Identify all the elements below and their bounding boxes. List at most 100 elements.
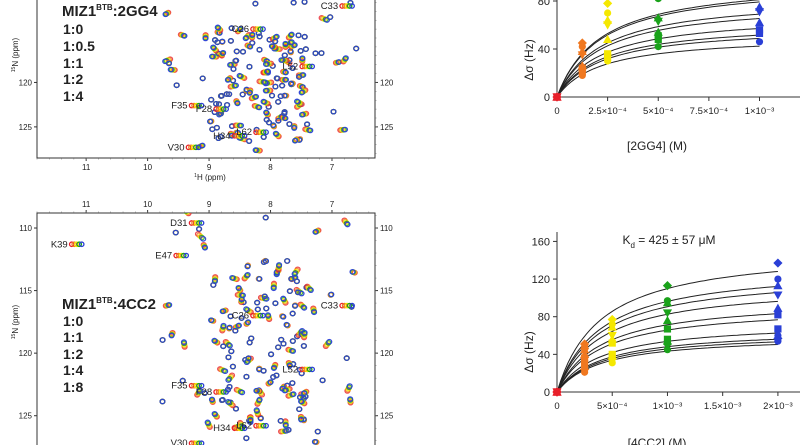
data-point [654,43,662,51]
legend-entry: 1:1 [63,55,83,71]
peak [227,38,234,44]
x-tick-label: 11 [82,200,91,209]
y-tick-label: 0 [544,387,550,399]
svg-text:MIZ1BTB:2GG4: MIZ1BTB:2GG4 [62,3,158,20]
peak [260,26,266,32]
peak-label: L62 [236,127,252,138]
peak [327,14,334,20]
peak [290,0,297,6]
peak [306,63,313,70]
peak [298,398,305,405]
data-point [774,311,782,319]
svg-text:15N (ppm): 15N (ppm) [11,304,20,339]
x-tick-label: 8 [268,200,273,209]
peak [196,226,203,232]
x-tick-label: 9 [207,163,212,172]
peak-label: L52 [282,364,298,375]
peak [289,65,296,71]
data-point [654,35,662,43]
peak [353,45,360,52]
peak [180,252,187,259]
peak [295,32,302,39]
peak [273,75,280,82]
x-axis-label-sup: 1 [194,173,197,179]
peak [272,38,279,45]
peak [261,293,268,300]
peak [253,407,260,413]
peak [253,387,260,394]
peak [301,305,308,311]
peak [346,3,353,9]
data-point [773,281,783,290]
peak [307,127,314,134]
peak [202,35,209,42]
peak [270,285,277,292]
y-tick-label: 0 [544,92,550,104]
data-point [774,337,782,345]
peak [159,398,166,405]
data-point [653,17,663,26]
peak [200,236,207,242]
x-axis-label: [4CC2] (M) [628,436,687,445]
peak [263,116,270,123]
peak [225,341,232,348]
legend-title: MIZ1 [62,3,96,20]
peak [260,98,267,105]
peak-label: D31 [170,218,187,229]
y-tick-label: 125 [19,123,33,132]
y-tick-label: 120 [532,274,550,286]
x-tick-label: 11 [82,163,91,172]
peak-label: F28 [196,387,212,398]
peak [278,336,285,343]
peak [302,46,309,52]
data-point [754,8,765,17]
peak [208,96,215,103]
peak [276,262,283,268]
peak [214,24,221,31]
peak [284,258,291,264]
fit-curve [556,45,760,98]
data-point [553,93,561,101]
data-point [603,0,613,8]
peak [346,383,353,389]
peak [196,382,202,389]
peak [281,52,288,59]
data-point [773,291,783,300]
peak [220,49,227,56]
peak [198,220,205,226]
peak [244,263,251,270]
x-tick-label: 2×10⁻³ [763,401,793,412]
peak [346,302,353,309]
peak [219,397,226,403]
peak [208,317,215,324]
data-point [662,339,673,349]
peak [247,43,254,50]
peak [291,303,299,309]
peak [342,55,349,61]
data-point [604,57,612,65]
peak-label: C26 [232,311,249,322]
peak [208,396,216,403]
peak [343,355,350,361]
peak [286,362,293,369]
peak [249,31,256,38]
peak [204,419,211,426]
peak [281,92,288,99]
peak [252,93,260,100]
legend: MIZ1BTB:4CC2 1:0 1:1 1:2 1:4 1:8 [62,296,156,395]
y-tick-label-right: 120 [380,78,394,87]
peak [196,220,202,226]
peak [262,214,269,221]
peak [211,337,218,344]
peak-label: L62 [236,421,252,432]
peak [309,366,316,373]
peak [326,338,333,345]
peak [196,387,203,394]
peak [300,304,307,310]
data-point [603,34,613,43]
peak [268,351,275,358]
data-point [662,297,673,307]
plot-frame [36,212,376,445]
svg-text:MIZ1BTB:4CC2: MIZ1BTB:4CC2 [62,296,156,313]
peak [245,355,252,362]
